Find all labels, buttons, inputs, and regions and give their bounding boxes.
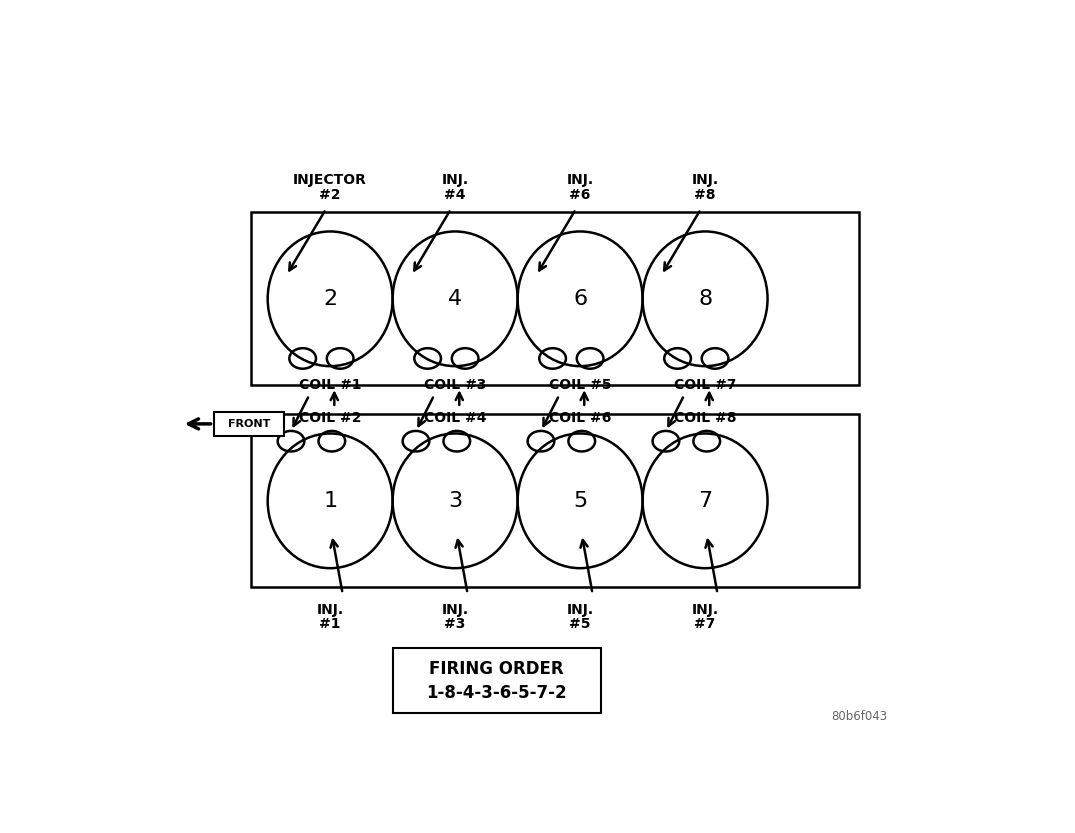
Text: 5: 5: [573, 491, 587, 511]
Text: 80b6f043: 80b6f043: [831, 711, 887, 724]
Text: 7: 7: [698, 491, 712, 511]
Text: INJECTOR: INJECTOR: [293, 173, 367, 187]
Text: #4: #4: [444, 188, 465, 202]
Bar: [252, 414, 859, 587]
Bar: [252, 212, 859, 386]
Text: 6: 6: [573, 289, 587, 309]
Text: INJ.: INJ.: [442, 173, 469, 187]
Bar: [392, 648, 601, 712]
Text: #5: #5: [570, 617, 591, 631]
Text: COIL #3: COIL #3: [424, 378, 486, 392]
Text: INJ.: INJ.: [317, 603, 344, 617]
Text: COIL #6: COIL #6: [549, 411, 612, 425]
Text: COIL #4: COIL #4: [424, 411, 486, 425]
Text: COIL #1: COIL #1: [299, 378, 361, 392]
Bar: [214, 412, 284, 436]
Text: 3: 3: [448, 491, 462, 511]
Text: INJ.: INJ.: [691, 603, 718, 617]
Text: #6: #6: [570, 188, 591, 202]
Text: COIL #2: COIL #2: [299, 411, 361, 425]
Text: FIRING ORDER: FIRING ORDER: [430, 660, 564, 678]
Text: INJ.: INJ.: [567, 173, 593, 187]
Text: #7: #7: [694, 617, 716, 631]
Text: FRONT: FRONT: [228, 419, 270, 429]
Text: INJ.: INJ.: [567, 603, 593, 617]
Text: INJ.: INJ.: [442, 603, 469, 617]
Text: 4: 4: [448, 289, 462, 309]
Text: #3: #3: [444, 617, 465, 631]
Text: 1: 1: [324, 491, 338, 511]
Text: #8: #8: [694, 188, 716, 202]
Text: #2: #2: [319, 188, 341, 202]
Text: INJ.: INJ.: [691, 173, 718, 187]
Text: COIL #5: COIL #5: [549, 378, 612, 392]
Text: #1: #1: [319, 617, 341, 631]
Text: COIL #7: COIL #7: [674, 378, 736, 392]
Text: 2: 2: [324, 289, 338, 309]
Text: 8: 8: [698, 289, 712, 309]
Text: COIL #8: COIL #8: [674, 411, 736, 425]
Text: 1-8-4-3-6-5-7-2: 1-8-4-3-6-5-7-2: [427, 684, 568, 702]
